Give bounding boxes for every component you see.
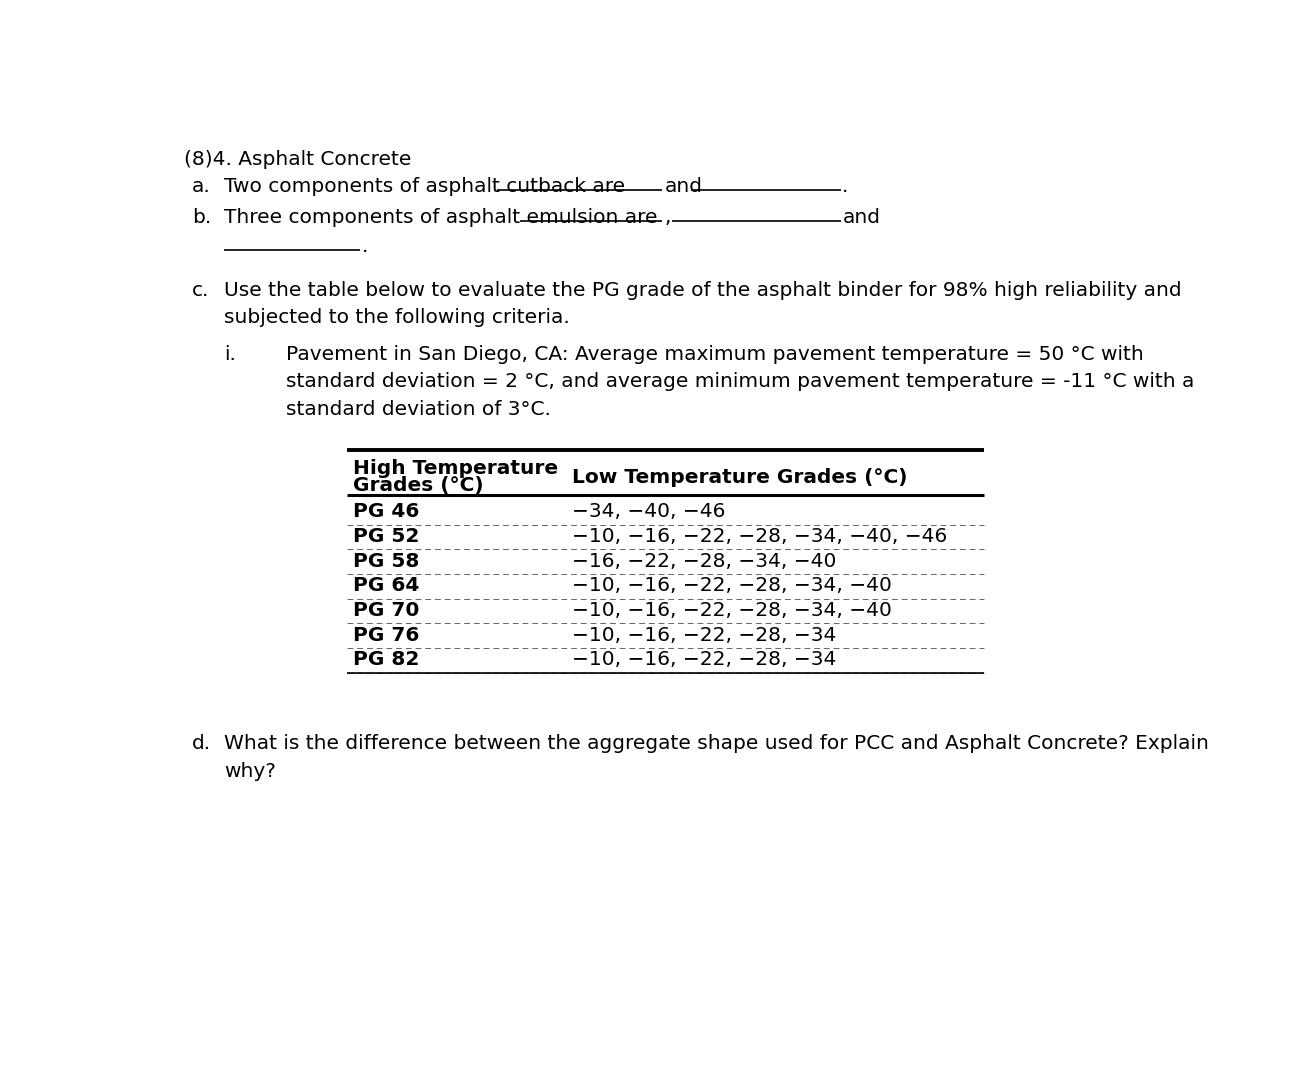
Text: i.: i. xyxy=(225,345,236,363)
Text: (8)4. Asphalt Concrete: (8)4. Asphalt Concrete xyxy=(184,150,412,169)
Text: −10, −16, −22, −28, −34: −10, −16, −22, −28, −34 xyxy=(572,651,837,669)
Text: −10, −16, −22, −28, −34, −40: −10, −16, −22, −28, −34, −40 xyxy=(572,577,891,595)
Text: subjected to the following criteria.: subjected to the following criteria. xyxy=(225,308,570,326)
Text: standard deviation = 2 °C, and average minimum pavement temperature = -11 °C wit: standard deviation = 2 °C, and average m… xyxy=(286,372,1195,392)
Text: PG 64: PG 64 xyxy=(353,577,420,595)
Text: standard deviation of 3°C.: standard deviation of 3°C. xyxy=(286,400,551,419)
Text: and: and xyxy=(843,208,881,226)
Text: PG 46: PG 46 xyxy=(353,503,420,521)
Text: −10, −16, −22, −28, −34, −40, −46: −10, −16, −22, −28, −34, −40, −46 xyxy=(572,527,947,546)
Text: PG 58: PG 58 xyxy=(353,552,420,571)
Text: a.: a. xyxy=(192,176,210,196)
Text: ,: , xyxy=(665,208,672,226)
Text: Two components of asphalt cutback are: Two components of asphalt cutback are xyxy=(225,176,626,196)
Text: PG 70: PG 70 xyxy=(353,601,420,620)
Text: −10, −16, −22, −28, −34: −10, −16, −22, −28, −34 xyxy=(572,626,837,645)
Text: why?: why? xyxy=(225,762,277,781)
Text: d.: d. xyxy=(192,734,210,753)
Text: High Temperature: High Temperature xyxy=(353,459,559,479)
Text: Pavement in San Diego, CA: Average maximum pavement temperature = 50 °C with: Pavement in San Diego, CA: Average maxim… xyxy=(286,345,1144,363)
Text: Low Temperature Grades (°C): Low Temperature Grades (°C) xyxy=(572,468,907,486)
Text: .: . xyxy=(842,176,848,196)
Text: b.: b. xyxy=(192,208,210,226)
Text: Use the table below to evaluate the PG grade of the asphalt binder for 98% high : Use the table below to evaluate the PG g… xyxy=(225,281,1182,299)
Text: PG 82: PG 82 xyxy=(353,651,420,669)
Text: Three components of asphalt emulsion are: Three components of asphalt emulsion are xyxy=(225,208,657,226)
Text: and: and xyxy=(665,176,703,196)
Text: .: . xyxy=(361,237,368,256)
Text: Grades (°C): Grades (°C) xyxy=(353,477,483,495)
Text: What is the difference between the aggregate shape used for PCC and Asphalt Conc: What is the difference between the aggre… xyxy=(225,734,1209,753)
Text: −10, −16, −22, −28, −34, −40: −10, −16, −22, −28, −34, −40 xyxy=(572,601,891,620)
Text: c.: c. xyxy=(192,281,209,299)
Text: −34, −40, −46: −34, −40, −46 xyxy=(572,503,725,521)
Text: −16, −22, −28, −34, −40: −16, −22, −28, −34, −40 xyxy=(572,552,837,571)
Text: PG 52: PG 52 xyxy=(353,527,420,546)
Text: PG 76: PG 76 xyxy=(353,626,420,645)
